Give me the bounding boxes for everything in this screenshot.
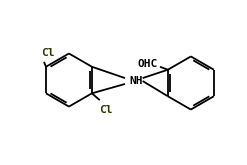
Text: Cl: Cl [41,48,55,58]
Text: OHC: OHC [138,59,158,69]
Text: NH: NH [129,76,143,86]
Text: Cl: Cl [99,105,112,115]
